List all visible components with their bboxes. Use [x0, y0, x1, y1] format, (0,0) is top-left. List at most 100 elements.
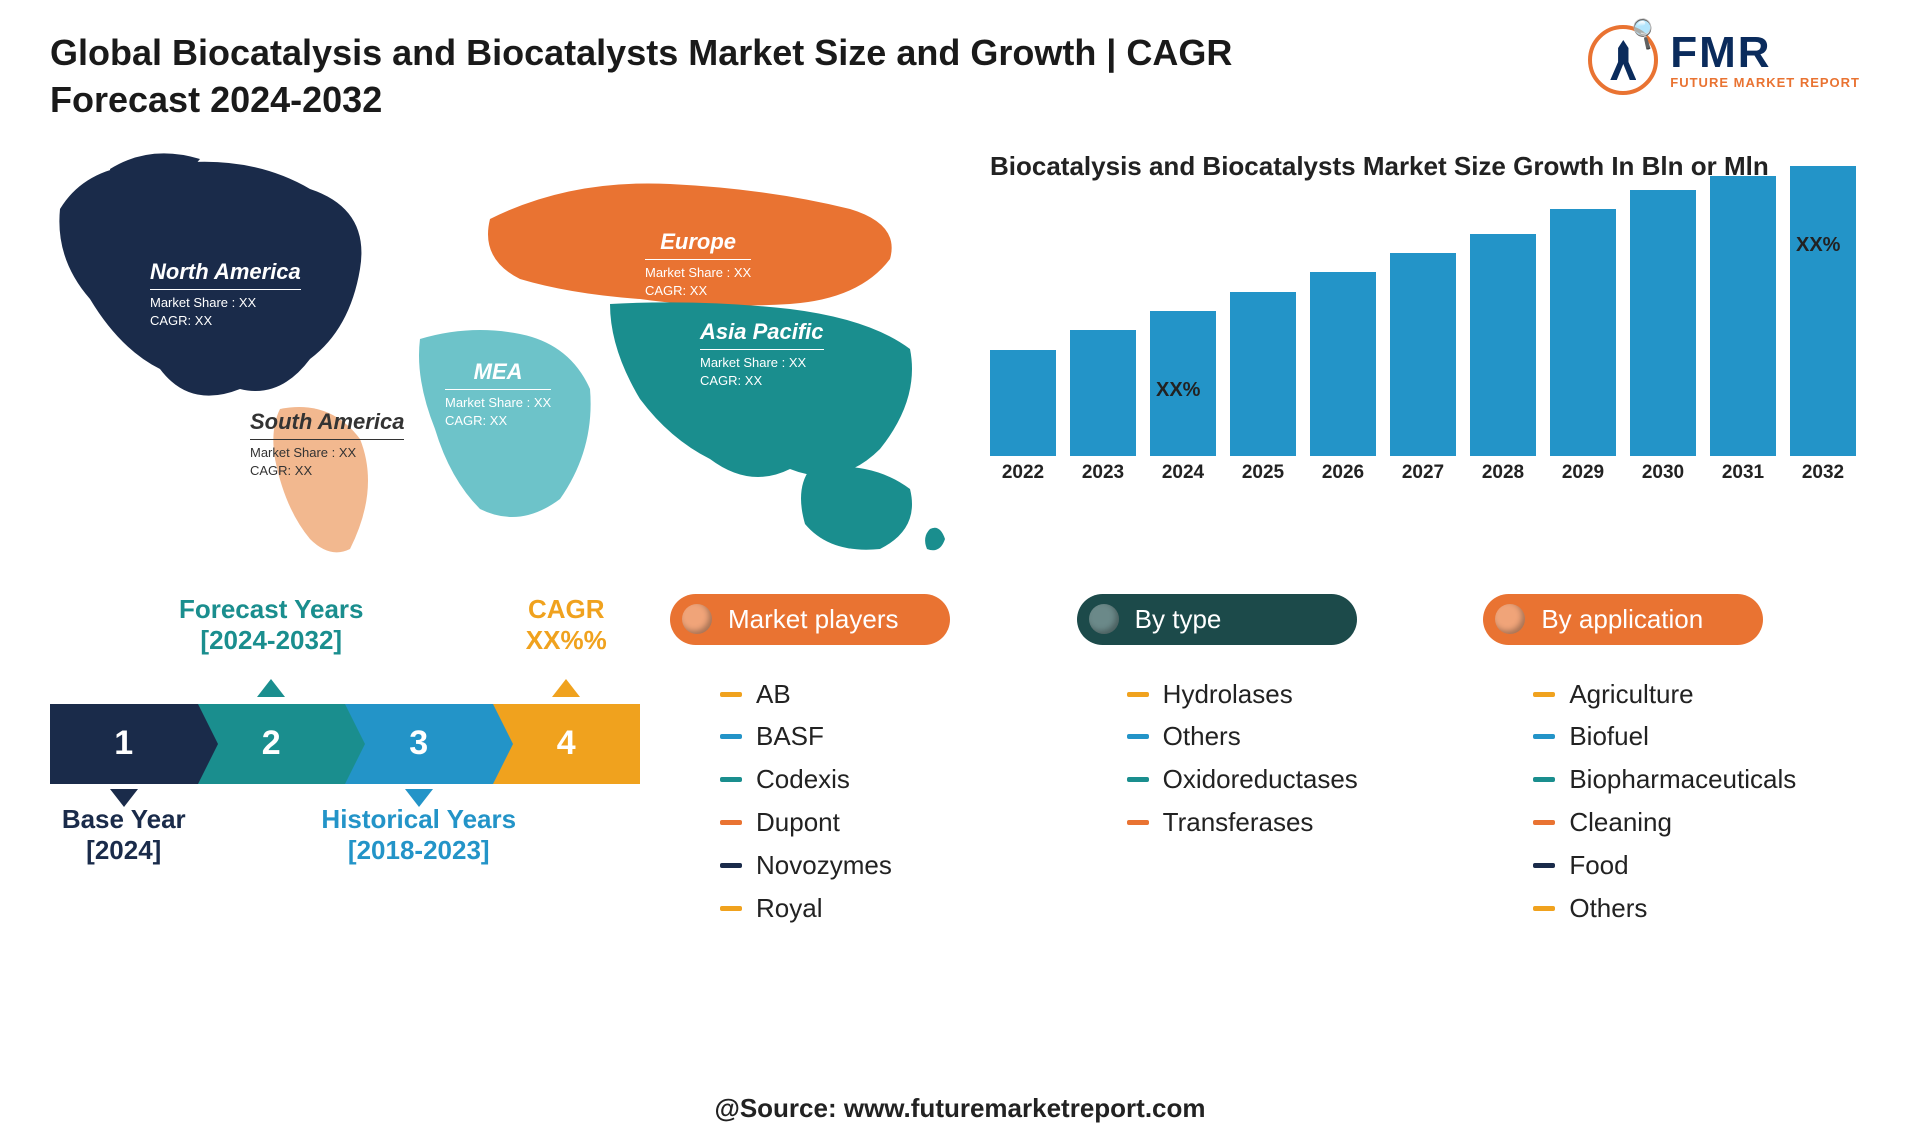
category-item: BASF — [720, 715, 1057, 758]
category-item-text: Hydrolases — [1163, 673, 1293, 716]
category-item-text: Agriculture — [1569, 673, 1693, 716]
region-share: Market Share : XX — [250, 444, 404, 462]
region-label-eu: EuropeMarket Share : XXCAGR: XX — [645, 229, 751, 300]
timeline-arrow-4 — [552, 679, 580, 697]
timeline-label-1: Base Year[2024] — [14, 804, 234, 866]
category-item-text: Others — [1569, 887, 1647, 930]
category-item-text: Biopharmaceuticals — [1569, 758, 1796, 801]
category-item: Transferases — [1127, 801, 1464, 844]
bar-year-label: 2025 — [1242, 462, 1284, 484]
timeline-seg-3: 3 — [345, 704, 493, 784]
region-cagr: CAGR: XX — [150, 312, 301, 330]
page-title: Global Biocatalysis and Biocatalysts Mar… — [50, 30, 1300, 124]
category-item-text: Others — [1163, 715, 1241, 758]
pill-dot-icon — [682, 604, 712, 634]
pill-dot-icon — [1495, 604, 1525, 634]
timeline-label-3: Historical Years[2018-2023] — [309, 804, 529, 866]
region-name: Europe — [645, 229, 751, 255]
region-cagr: CAGR: XX — [250, 462, 404, 480]
region-name: South America — [250, 409, 404, 435]
bars-container: 2022202320242025202620272028202920302031… — [990, 194, 1870, 484]
bar-year-label: 2031 — [1722, 462, 1764, 484]
timeline-label-4: CAGRXX%% — [456, 594, 676, 656]
bar-2032: 2032 — [1790, 166, 1856, 484]
bar-2031: 2031 — [1710, 176, 1776, 484]
category-item-text: Cleaning — [1569, 801, 1672, 844]
dash-icon — [1533, 863, 1555, 868]
category-item: Hydrolases — [1127, 673, 1464, 716]
category-item: Biopharmaceuticals — [1533, 758, 1870, 801]
bar-2022: 2022 — [990, 350, 1056, 484]
category-0: Market players ABBASFCodexisDupontNovozym… — [670, 594, 1057, 930]
category-list: ABBASFCodexisDupontNovozymesRoyal — [720, 673, 1057, 930]
category-item-text: Codexis — [756, 758, 850, 801]
category-item: Food — [1533, 844, 1870, 887]
timeline: 1234 Base Year[2024]Forecast Years[2024-… — [50, 594, 640, 930]
bar-rect — [1470, 234, 1536, 456]
category-pill: Market players — [670, 594, 950, 645]
dash-icon — [1127, 692, 1149, 697]
world-map: North AmericaMarket Share : XXCAGR: XX So… — [50, 149, 960, 559]
timeline-arrow-2 — [257, 679, 285, 697]
bar-year-label: 2032 — [1802, 462, 1844, 484]
bar-2023: 2023 — [1070, 330, 1136, 484]
region-nz-shape — [925, 527, 945, 550]
logo-icon: 🔍 — [1588, 25, 1658, 95]
category-1: By type HydrolasesOthersOxidoreductasesTr… — [1077, 594, 1464, 930]
category-item: Others — [1127, 715, 1464, 758]
region-cagr: CAGR: XX — [645, 282, 751, 300]
category-title: By application — [1541, 604, 1703, 635]
category-pill: By application — [1483, 594, 1763, 645]
dash-icon — [1533, 820, 1555, 825]
dash-icon — [720, 734, 742, 739]
dash-icon — [1127, 734, 1149, 739]
bar-year-label: 2024 — [1162, 462, 1204, 484]
bar-chart: Biocatalysis and Biocatalysts Market Siz… — [990, 149, 1870, 559]
region-name: Asia Pacific — [700, 319, 824, 345]
bar-year-label: 2026 — [1322, 462, 1364, 484]
dash-icon — [1533, 906, 1555, 911]
bar-2025: 2025 — [1230, 292, 1296, 484]
dash-icon — [1533, 777, 1555, 782]
bar-year-label: 2028 — [1482, 462, 1524, 484]
dash-icon — [720, 777, 742, 782]
dash-icon — [720, 906, 742, 911]
bar-rect — [1550, 209, 1616, 456]
dash-icon — [720, 820, 742, 825]
bar-rect — [1070, 330, 1136, 456]
category-2: By application AgricultureBiofuelBiopharm… — [1483, 594, 1870, 930]
bar-year-label: 2029 — [1562, 462, 1604, 484]
region-label-mea: MEAMarket Share : XXCAGR: XX — [445, 359, 551, 430]
bar-annotation: XX% — [1796, 234, 1840, 257]
category-item-text: Royal — [756, 887, 822, 930]
bar-rect — [1390, 253, 1456, 456]
bar-annotation: XX% — [1156, 379, 1200, 402]
category-item-text: BASF — [756, 715, 824, 758]
bar-year-label: 2030 — [1642, 462, 1684, 484]
category-list: AgricultureBiofuelBiopharmaceuticalsClea… — [1533, 673, 1870, 930]
dash-icon — [1127, 777, 1149, 782]
category-item-text: Oxidoreductases — [1163, 758, 1358, 801]
category-item: Others — [1533, 887, 1870, 930]
timeline-label-2: Forecast Years[2024-2032] — [161, 594, 381, 656]
category-item: Novozymes — [720, 844, 1057, 887]
region-label-na: North AmericaMarket Share : XXCAGR: XX — [150, 259, 301, 330]
region-name: MEA — [445, 359, 551, 385]
category-item: AB — [720, 673, 1057, 716]
category-item-text: Transferases — [1163, 801, 1314, 844]
category-title: By type — [1135, 604, 1222, 635]
dash-icon — [720, 692, 742, 697]
bar-2029: 2029 — [1550, 209, 1616, 484]
bar-rect — [1310, 272, 1376, 456]
bar-rect — [1710, 176, 1776, 456]
timeline-seg-2: 2 — [198, 704, 346, 784]
category-pill: By type — [1077, 594, 1357, 645]
region-share: Market Share : XX — [445, 394, 551, 412]
logo: 🔍 FMR FUTURE MARKET REPORT — [1588, 25, 1860, 95]
category-item: Royal — [720, 887, 1057, 930]
bar-year-label: 2023 — [1082, 462, 1124, 484]
region-label-sa: South America Market Share : XXCAGR: XX — [250, 409, 404, 480]
region-share: Market Share : XX — [700, 354, 824, 372]
region-share: Market Share : XX — [150, 294, 301, 312]
category-item: Agriculture — [1533, 673, 1870, 716]
